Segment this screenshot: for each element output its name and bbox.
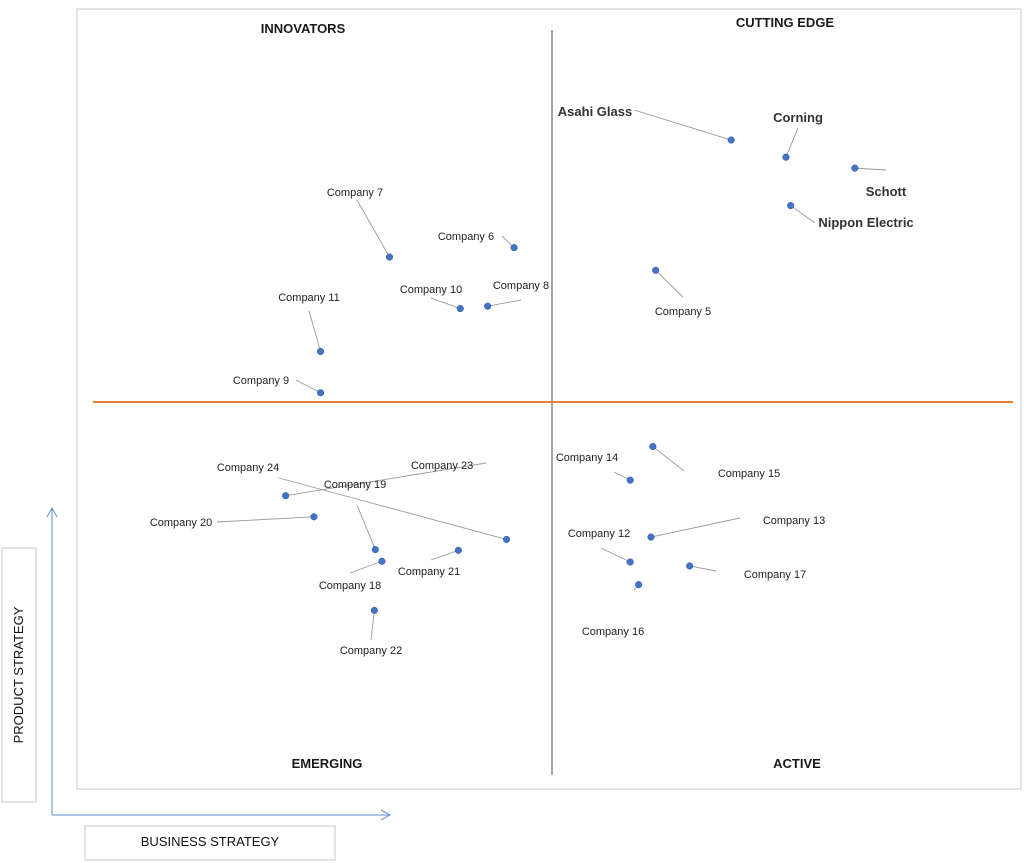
- leader-line-company-9: [295, 379, 321, 394]
- leader-line-company-21: [430, 549, 459, 561]
- leader-line-schott: [854, 167, 887, 171]
- point-label-company-19: Company 19: [324, 479, 386, 491]
- point-label-company-7: Company 7: [327, 187, 383, 199]
- leader-line-company-19: [356, 504, 376, 550]
- data-point-company-16: [635, 581, 643, 589]
- leader-line-company-5: [655, 269, 684, 298]
- leader-line-company-24: [278, 477, 507, 540]
- leader-line-nippon-electric: [790, 205, 816, 224]
- data-point-company-6: [510, 244, 518, 252]
- quadrant-title-emerging: EMERGING: [292, 756, 363, 771]
- leader-line-company-7: [356, 199, 390, 258]
- point-label-company-13: Company 13: [763, 515, 825, 527]
- point-label-company-12: Company 12: [568, 528, 630, 540]
- y-axis-title: PRODUCT STRATEGY: [11, 606, 26, 743]
- point-label-asahi-glass: Asahi Glass: [558, 104, 632, 119]
- leader-line-company-13: [650, 517, 741, 538]
- leader-line-company-15: [652, 446, 685, 472]
- x-axis-title-box: [84, 825, 336, 861]
- leader-lines: [216, 109, 887, 641]
- point-label-company-18: Company 18: [319, 580, 381, 592]
- quadrant-title-innovators: INNOVATORS: [261, 21, 346, 36]
- point-label-company-10: Company 10: [400, 284, 462, 296]
- data-point-company-15: [649, 443, 657, 451]
- point-labels: Asahi Glass Corning Schott Nippon Electric C…: [150, 104, 914, 657]
- point-label-company-9: Company 9: [233, 375, 289, 387]
- plot-frame: [76, 8, 1022, 790]
- data-point-company-23: [282, 492, 290, 500]
- data-point-company-18: [378, 557, 386, 565]
- y-axis-title-box: [1, 547, 37, 803]
- point-label-company-20: Company 20: [150, 517, 212, 529]
- leader-line-company-8: [487, 299, 522, 307]
- x-axis-arrowhead: [380, 809, 392, 821]
- data-point-company-21: [454, 546, 462, 554]
- data-point-company-17: [686, 562, 694, 570]
- data-point-corning: [782, 153, 790, 161]
- point-label-company-8: Company 8: [493, 280, 549, 292]
- x-axis-title: BUSINESS STRATEGY: [141, 834, 280, 849]
- data-point-company-19: [371, 545, 379, 554]
- leader-line-company-12: [600, 547, 631, 563]
- point-label-corning: Corning: [773, 110, 823, 125]
- point-label-company-22: Company 22: [340, 645, 402, 657]
- data-point-asahi-glass: [727, 136, 735, 144]
- quadrant-title-cutting-edge: CUTTING EDGE: [736, 15, 835, 30]
- leader-line-corning: [785, 127, 799, 158]
- data-points: [282, 136, 859, 614]
- data-point-company-14: [626, 476, 634, 484]
- data-point-company-10: [456, 304, 464, 313]
- point-label-nippon-electric: Nippon Electric: [818, 215, 913, 230]
- data-point-company-8: [484, 302, 492, 310]
- point-label-schott: Schott: [866, 184, 907, 199]
- point-label-company-14: Company 14: [556, 452, 618, 464]
- leader-line-company-22: [370, 610, 375, 641]
- axis-arrows: [46, 506, 392, 821]
- data-point-company-24: [502, 535, 511, 543]
- data-point-company-12: [626, 558, 634, 566]
- point-label-company-11: Company 11: [278, 292, 340, 304]
- data-point-company-9: [317, 389, 325, 397]
- y-axis-arrowhead: [46, 506, 58, 518]
- leader-line-asahi-glass: [633, 109, 732, 141]
- point-label-company-15: Company 15: [718, 468, 780, 480]
- point-label-company-17: Company 17: [744, 569, 806, 581]
- point-label-company-6: Company 6: [438, 231, 494, 243]
- point-label-company-16: Company 16: [582, 626, 644, 638]
- point-label-company-24: Company 24: [217, 462, 279, 474]
- leader-line-company-10: [430, 297, 461, 309]
- leader-line-company-17: [689, 565, 717, 572]
- data-point-company-5: [652, 266, 660, 274]
- leader-line-company-23: [285, 462, 487, 497]
- data-point-company-13: [647, 533, 655, 541]
- data-point-company-20: [310, 513, 318, 521]
- point-label-company-5: Company 5: [655, 306, 711, 318]
- leader-line-company-11: [308, 310, 321, 352]
- leader-line-company-18: [349, 560, 383, 574]
- data-point-schott: [851, 164, 859, 172]
- point-label-company-23: Company 23: [411, 460, 473, 472]
- data-point-company-11: [317, 347, 325, 355]
- data-point-company-22: [370, 606, 378, 614]
- data-point-nippon-electric: [787, 202, 795, 210]
- data-point-company-7: [385, 253, 394, 261]
- quadrant-title-active: ACTIVE: [773, 756, 821, 771]
- leader-line-company-20: [216, 516, 314, 523]
- point-label-company-21: Company 21: [398, 566, 460, 578]
